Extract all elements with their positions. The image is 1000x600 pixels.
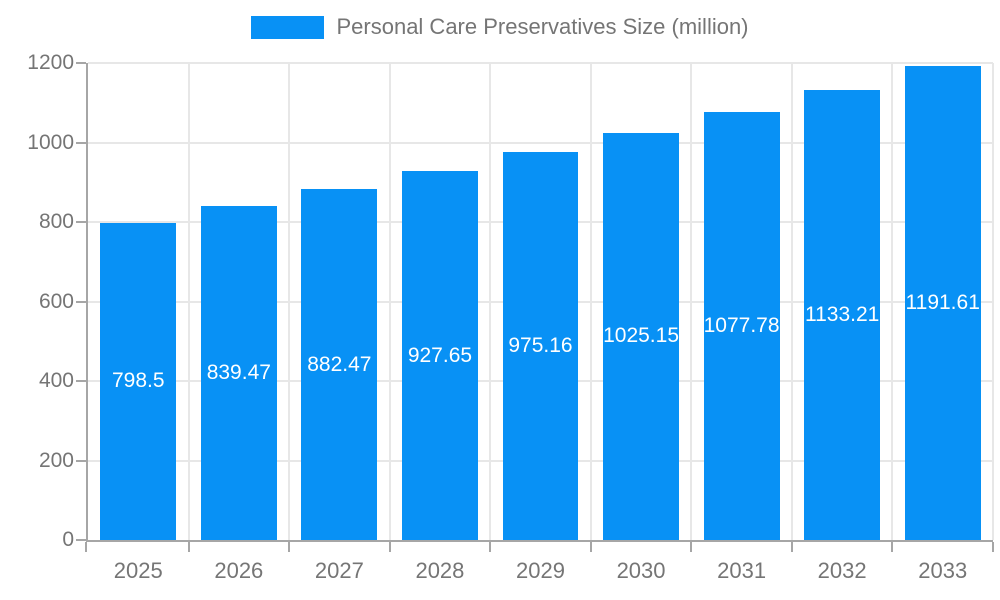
y-axis-tick [76, 539, 86, 541]
x-axis-tick-label: 2031 [717, 558, 767, 583]
x-axis-tick [690, 542, 693, 552]
x-axis-tick [187, 542, 190, 552]
x-axis-tick-label: 2027 [314, 558, 364, 583]
x-gridline [489, 63, 492, 540]
y-axis-tick-label: 1000 [27, 130, 74, 154]
x-gridline [589, 63, 592, 540]
y-gridline [88, 141, 993, 144]
bar-2026: 839.47 [200, 206, 277, 540]
x-gridline [891, 63, 894, 540]
x-axis-tick-label: 2025 [113, 558, 163, 583]
bar-value-label: 1133.21 [804, 302, 880, 326]
y-axis-tick-label: 200 [38, 448, 74, 472]
y-axis-tick-label: 400 [38, 369, 74, 392]
x-gridline [790, 63, 793, 540]
bar-2029: 975.16 [502, 152, 579, 540]
x-axis-tick [790, 542, 793, 552]
x-gridline [187, 63, 190, 540]
y-axis-tick [76, 380, 86, 382]
y-axis-tick [76, 221, 86, 223]
x-axis-tick-label: 2028 [415, 558, 465, 583]
y-axis-tick [76, 459, 86, 462]
bar-value-label: 975.16 [508, 334, 573, 358]
bar-value-label: 798.5 [111, 369, 165, 393]
x-axis-tick [891, 542, 894, 552]
bar-2025: 798.5 [100, 222, 177, 540]
y-axis-tick-label: 0 [62, 528, 74, 551]
x-axis-tick-label: 2032 [817, 558, 867, 583]
y-axis-tick [76, 300, 86, 303]
y-axis-tick-label: 1200 [27, 51, 74, 74]
y-axis-tick-label: 600 [38, 289, 74, 313]
bar-2028: 927.65 [401, 171, 478, 540]
bar-value-label: 839.47 [206, 361, 271, 385]
bar-2031: 1077.78 [703, 111, 780, 540]
bar-2033: 1191.61 [904, 66, 981, 540]
legend-label: Personal Care Preservatives Size (millio… [336, 14, 749, 39]
x-axis-tick [992, 542, 994, 552]
x-gridline [388, 63, 391, 540]
bar-value-label: 882.47 [307, 352, 372, 376]
x-gridline [288, 63, 291, 540]
y-gridline [88, 62, 993, 64]
bar-value-label: 1191.61 [905, 291, 980, 315]
x-gridline [992, 63, 994, 540]
x-axis-tick [288, 542, 291, 552]
bar-value-label: 1025.15 [603, 324, 679, 348]
y-axis-tick-label: 800 [38, 210, 74, 233]
x-axis-tick [85, 542, 87, 552]
y-axis-tick [76, 141, 86, 144]
bar-2032: 1133.21 [804, 89, 881, 540]
y-axis-tick [76, 62, 86, 64]
x-axis-tick-label: 2033 [918, 558, 968, 583]
x-axis-tick-label: 2029 [516, 558, 565, 583]
bar-value-label: 927.65 [407, 343, 473, 367]
legend-swatch [251, 15, 325, 39]
bar-2027: 882.47 [301, 189, 378, 540]
x-axis-tick-label: 2026 [214, 558, 264, 583]
x-gridline [690, 63, 693, 540]
x-axis-tick [388, 542, 391, 552]
x-axis-tick-label: 2030 [616, 558, 666, 583]
bar-value-label: 1077.78 [703, 313, 780, 337]
x-axis-tick [589, 542, 592, 552]
x-axis-tick [489, 542, 492, 552]
legend: Personal Care Preservatives Size (millio… [0, 14, 1000, 40]
plot-area: 0 200 400 600 800 1000 1200 798.5 2025 839.47 2026… [27, 51, 994, 583]
bar-2030: 1025.15 [603, 132, 679, 540]
